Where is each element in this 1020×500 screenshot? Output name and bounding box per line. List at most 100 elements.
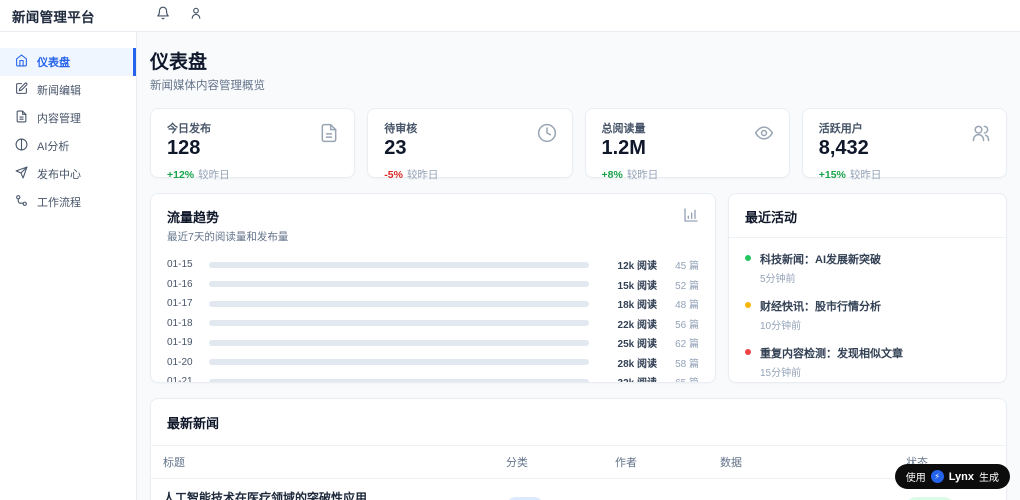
sidebar: 仪表盘 新闻编辑 内容管理 AI分析 发布中心 工作流程	[0, 32, 137, 500]
trend-reads-label: 18k 阅读	[617, 300, 657, 312]
latest-news-title: 最新新闻	[167, 416, 220, 431]
sidebar-item-dashboard[interactable]: 仪表盘	[0, 48, 136, 76]
trend-date: 01-17	[167, 298, 193, 310]
activity-time: 15分钟前	[760, 368, 802, 379]
column-header-author: 作者	[615, 457, 637, 469]
activity-item[interactable]: 科技新闻：AI发展新突破 5分钟前	[745, 251, 990, 285]
activity-item[interactable]: 重复内容检测：发现相似文章 15分钟前	[745, 345, 990, 379]
stat-value: 1.2M	[601, 137, 646, 159]
bar-chart-icon	[683, 207, 699, 228]
trend-row: 01-19 25k 阅读 62 篇	[167, 333, 699, 353]
activity-time: 5分钟前	[760, 274, 796, 285]
status-dot	[745, 302, 751, 308]
stat-value: 8,432	[818, 137, 869, 159]
stat-label: 待审核	[384, 123, 418, 135]
stat-value: 128	[167, 137, 201, 159]
stat-value: 23	[384, 137, 407, 159]
sidebar-item-workflow[interactable]: 工作流程	[0, 188, 136, 216]
trend-row: 01-15 12k 阅读 45 篇	[167, 255, 699, 275]
trend-articles-label: 65 篇	[657, 374, 699, 382]
news-table-row[interactable]: 人工智能技术在医疗领域的突破性应用 2小时前 科技 张记者 1234 56 已发…	[151, 479, 1006, 500]
page-title: 仪表盘	[150, 52, 208, 73]
trend-date: 01-18	[167, 317, 193, 329]
app-title: 新闻管理平台	[12, 9, 95, 25]
trend-articles-label: 48 篇	[675, 300, 699, 312]
clock-icon	[537, 123, 557, 148]
badge-brand: Lynx	[948, 470, 974, 483]
stat-change: -5%	[384, 169, 403, 181]
trend-row: 01-16 15k 阅读 52 篇	[167, 275, 699, 295]
badge-prefix: 使用	[905, 473, 926, 484]
send-icon	[15, 166, 28, 182]
trend-bar-track	[209, 359, 589, 366]
column-header-category: 分类	[506, 457, 528, 469]
lynx-logo-icon: ⚡	[930, 470, 944, 483]
top-bar: 新闻管理平台	[0, 0, 1020, 32]
eye-icon	[754, 123, 774, 148]
trend-articles-label: 62 篇	[675, 339, 699, 351]
home-icon	[15, 54, 28, 70]
news-table-header: 标题 分类 作者 数据 状态	[151, 446, 1006, 479]
stat-compare: 较昨日	[406, 169, 439, 181]
trend-bar-track	[209, 320, 589, 327]
stat-change: +15%	[818, 169, 846, 181]
activity-title: 科技新闻：AI发展新突破	[760, 254, 881, 266]
stat-cards: 今日发布 128 +12% 较昨日 待审核 23 -5% 较昨日 总阅读量 1.2M…	[150, 108, 1007, 181]
stat-compare: 较昨日	[198, 169, 230, 181]
trend-row: 01-21 32k 阅读 65 篇	[167, 372, 699, 383]
trend-row: 01-18 22k 阅读 56 篇	[167, 314, 699, 334]
trend-row: 01-20 28k 阅读 58 篇	[167, 353, 699, 373]
stat-label: 总阅读量	[601, 123, 646, 135]
main-content: 仪表盘 新闻媒体内容管理概览 今日发布 128 +12% 较昨日 待审核 23 -…	[137, 32, 1020, 500]
user-icon[interactable]	[189, 6, 203, 25]
sidebar-item-label: 新闻编辑	[37, 85, 81, 97]
badge-suffix: 生成	[979, 473, 999, 484]
lynx-generator-badge[interactable]: 使用 ⚡ Lynx 生成	[894, 464, 1010, 489]
activity-item[interactable]: 财经快讯：股市行情分析 10分钟前	[745, 298, 990, 332]
trend-bar-track	[209, 261, 589, 268]
trend-articles-label: 45 篇	[675, 261, 699, 273]
trend-date: 01-15	[167, 259, 193, 271]
trend-bar-track	[209, 339, 589, 346]
contrast-icon	[15, 138, 28, 154]
stat-card-active-users: 活跃用户 8,432 +15% 较昨日	[801, 108, 1007, 181]
stat-label: 今日发布	[167, 123, 211, 135]
traffic-trend-panel: 流量趋势 最近7天的阅读量和发布量 01-15 12k 阅读 45 篇 01-1…	[150, 193, 716, 383]
trend-date: 01-21	[167, 376, 193, 383]
stat-card-total-reads: 总阅读量 1.2M +8% 较昨日	[584, 108, 790, 181]
stat-compare: 较昨日	[626, 169, 659, 181]
page-subtitle: 新闻媒体内容管理概览	[150, 80, 265, 92]
sidebar-item-label: AI分析	[37, 141, 70, 153]
file-text-icon	[319, 123, 339, 148]
trend-bar-track	[209, 281, 589, 288]
stat-label: 活跃用户	[818, 123, 863, 135]
bell-icon[interactable]	[156, 6, 170, 25]
trend-articles-label: 52 篇	[675, 280, 699, 292]
stat-card-pending-review: 待审核 23 -5% 较昨日	[367, 108, 573, 181]
trend-date: 01-20	[167, 356, 193, 368]
file-icon	[15, 110, 28, 126]
status-badge: 已发布	[906, 497, 954, 500]
trend-reads-label: 25k 阅读	[617, 339, 657, 351]
status-dot	[745, 349, 751, 355]
stat-change: +12%	[167, 169, 195, 181]
stat-compare: 较昨日	[849, 169, 882, 181]
latest-news-panel: 最新新闻 标题 分类 作者 数据 状态 人工智能技术在医疗领域的突破性应用 2小…	[150, 398, 1007, 500]
users-icon	[971, 123, 991, 148]
sidebar-item-ai-analysis[interactable]: AI分析	[0, 132, 136, 160]
sidebar-item-news-editing[interactable]: 新闻编辑	[0, 76, 136, 104]
recent-activity-panel: 最近活动 科技新闻：AI发展新突破 5分钟前 财经快讯：股市行情分析 10分钟前 重…	[728, 193, 1007, 383]
recent-activity-title: 最近活动	[745, 210, 798, 225]
sidebar-item-publishing-center[interactable]: 发布中心	[0, 160, 136, 188]
sidebar-item-content-management[interactable]: 内容管理	[0, 104, 136, 132]
column-header-title: 标题	[163, 457, 185, 469]
trend-date: 01-16	[167, 278, 193, 290]
trend-bar-track	[209, 300, 589, 307]
activity-title: 财经快讯：股市行情分析	[760, 301, 881, 313]
trend-date: 01-19	[167, 337, 193, 349]
stat-card-today-published: 今日发布 128 +12% 较昨日	[150, 108, 356, 181]
traffic-trend-title: 流量趋势	[167, 210, 220, 225]
sidebar-item-label: 仪表盘	[37, 57, 70, 69]
activity-time: 10分钟前	[760, 321, 802, 332]
